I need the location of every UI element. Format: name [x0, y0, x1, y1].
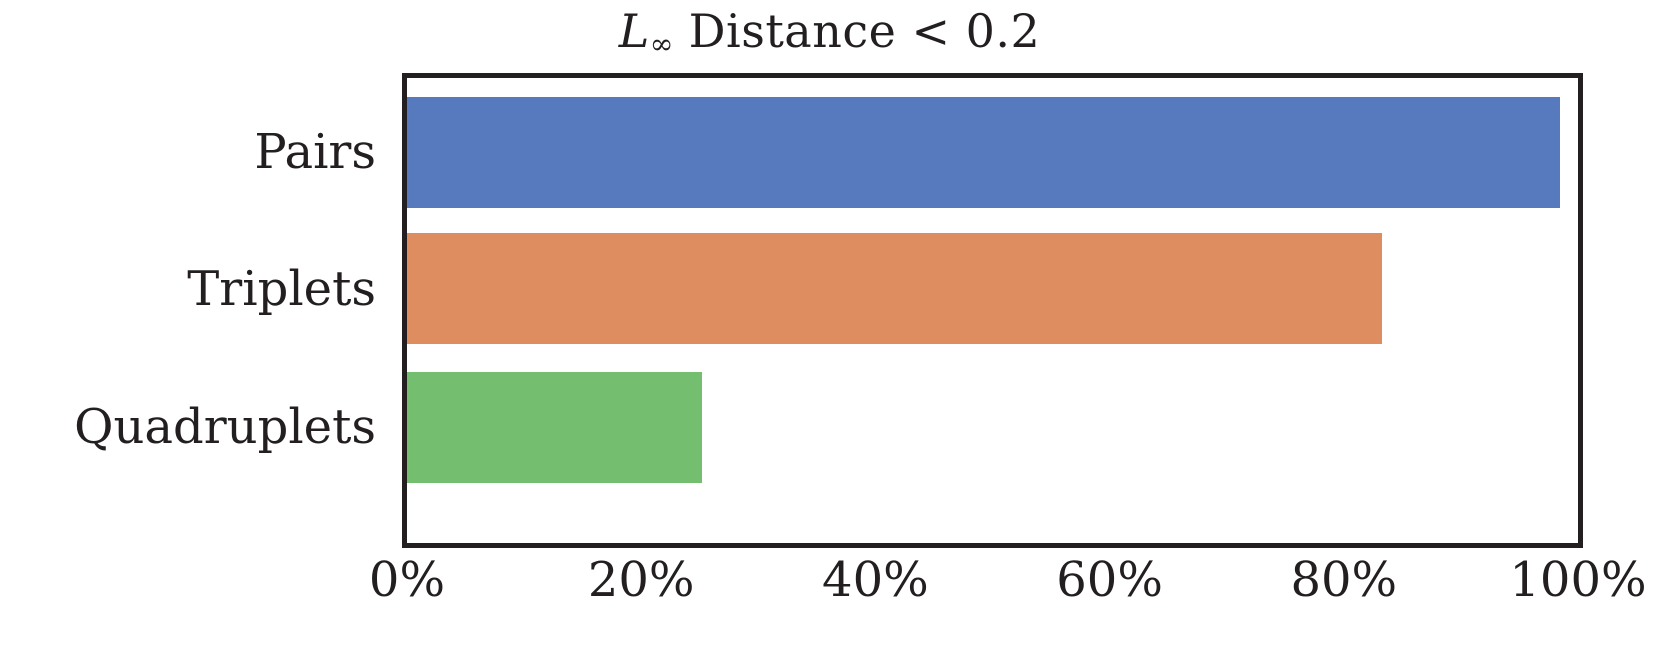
title-variable: L	[618, 4, 650, 58]
ytick-label-quadruplets: Quadruplets	[74, 399, 376, 455]
title-word: Distance	[688, 4, 897, 58]
xtick-label: 0%	[368, 552, 446, 608]
ytick-label-pairs: Pairs	[254, 124, 376, 180]
xtick-label: 40%	[822, 552, 929, 608]
bars-layer	[407, 78, 1578, 543]
xtick-label: 60%	[1056, 552, 1163, 608]
bar-quadruplets	[407, 372, 703, 483]
xtick-label: 20%	[587, 552, 695, 608]
xtick-label: 100%	[1509, 552, 1647, 608]
ytick-label-triplets: Triplets	[187, 261, 376, 317]
chart-title: L∞ Distance < 0.2	[0, 2, 1659, 73]
bar-pairs	[407, 97, 1561, 208]
title-subscript: ∞	[649, 27, 674, 61]
title-relation: <	[911, 4, 951, 58]
title-threshold: 0.2	[965, 4, 1041, 58]
bar-triplets	[407, 233, 1383, 344]
plot-area	[402, 73, 1583, 548]
xtick-label: 80%	[1290, 552, 1398, 608]
